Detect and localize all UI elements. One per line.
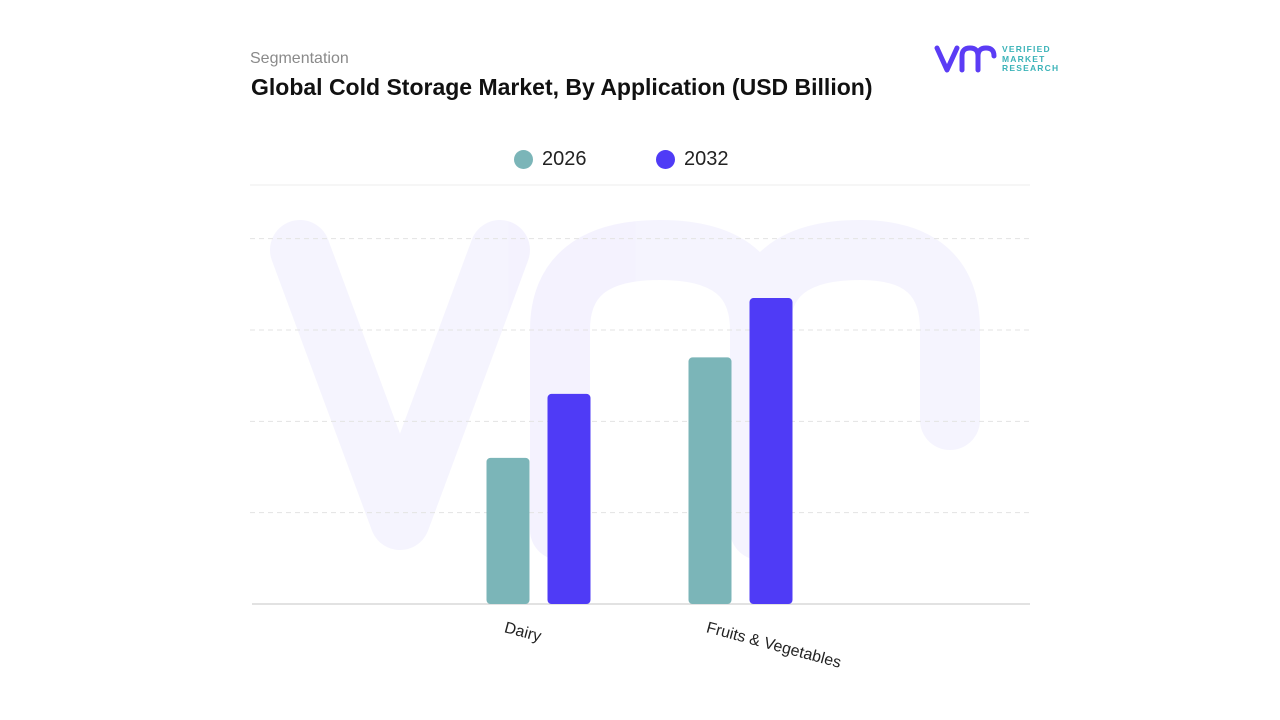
vmr-logo-icon [934,45,997,73]
logo-line-1: VERIFIED [1002,44,1051,54]
chart-subtitle: Segmentation [250,50,349,67]
vmr-watermark-icon [270,220,980,560]
legend-label-2026: 2026 [542,148,587,170]
legend-item-2032[interactable]: 2032 [656,148,729,171]
x-tick-labels: Dairy Fruits & Vegetables [502,619,842,671]
legend-item-2026[interactable]: 2026 [514,148,587,171]
legend-label-2032: 2032 [684,148,729,170]
legend-swatch-2032 [656,150,675,169]
logo-line-2: MARKET [1002,53,1046,64]
bar-fruits-vegetables-2026[interactable] [688,357,732,604]
bar-dairy-2032[interactable] [547,393,591,604]
x-tick-label-2: Fruits & Vegetables [704,619,842,671]
x-tick-label-1: Dairy [502,619,542,645]
bar-dairy-2026[interactable] [486,457,530,604]
gridlines [250,238,1030,514]
legend-swatch-2026 [514,150,533,169]
logo-line-3: RESEARCH [1002,63,1060,73]
chart-title: Global Cold Storage Market, By Applicati… [251,74,873,100]
bar-fruits-vegetables-2032[interactable] [749,298,793,604]
bars [486,298,793,604]
chart-legend: 2026 2032 [0,148,1280,174]
logo-wordmark: VERIFIED MARKET RESEARCH [1002,44,1060,74]
